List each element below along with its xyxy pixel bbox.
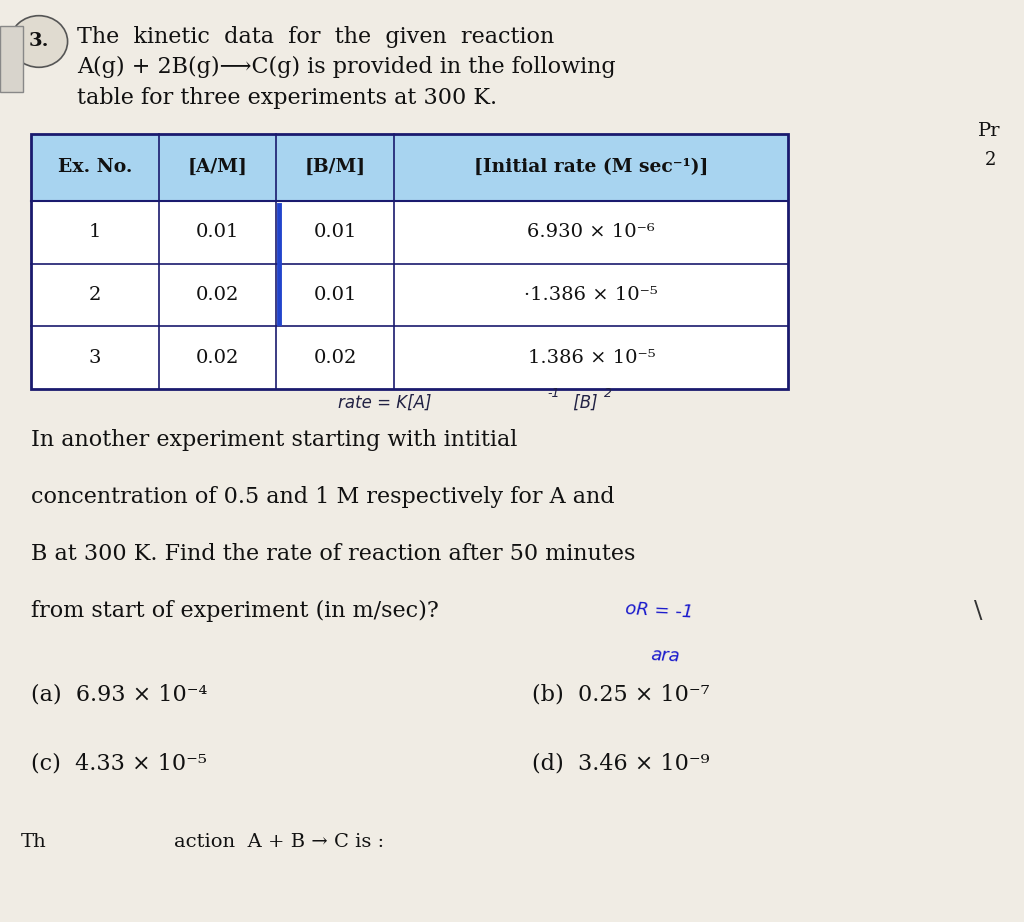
Text: 1: 1 (88, 223, 101, 242)
Text: 2: 2 (88, 286, 101, 304)
Text: \: \ (974, 600, 982, 622)
Text: 0.01: 0.01 (313, 286, 357, 304)
Text: The  kinetic  data  for  the  given  reaction: The kinetic data for the given reaction (77, 26, 554, 48)
Text: 0.01: 0.01 (196, 223, 240, 242)
Text: oR = -1: oR = -1 (625, 600, 693, 622)
Circle shape (10, 16, 68, 67)
Text: -1: -1 (548, 387, 560, 400)
Text: Ex. No.: Ex. No. (57, 159, 132, 176)
Text: [Initial rate (M sec⁻¹)]: [Initial rate (M sec⁻¹)] (474, 159, 709, 176)
Text: (d)  3.46 × 10⁻⁹: (d) 3.46 × 10⁻⁹ (532, 752, 710, 774)
Text: 2: 2 (985, 150, 996, 169)
Text: ·1.386 × 10⁻⁵: ·1.386 × 10⁻⁵ (524, 286, 658, 304)
Text: 1.386 × 10⁻⁵: 1.386 × 10⁻⁵ (527, 349, 655, 367)
Text: [B/M]: [B/M] (305, 159, 366, 176)
Bar (31, 201, 788, 264)
Text: 0.02: 0.02 (196, 349, 240, 367)
Text: (c)  4.33 × 10⁻⁵: (c) 4.33 × 10⁻⁵ (31, 752, 207, 774)
Bar (31, 326, 788, 389)
Text: concentration of 0.5 and 1 M respectively for A and: concentration of 0.5 and 1 M respectivel… (31, 486, 614, 508)
Text: 0.02: 0.02 (196, 286, 240, 304)
Text: Pr: Pr (978, 122, 1000, 140)
Text: (b)  0.25 × 10⁻⁷: (b) 0.25 × 10⁻⁷ (532, 683, 710, 705)
Bar (31, 134, 788, 389)
Text: table for three experiments at 300 K.: table for three experiments at 300 K. (77, 87, 497, 109)
Bar (0, 26, 23, 92)
Text: In another experiment starting with intitial: In another experiment starting with inti… (31, 429, 517, 451)
Text: rate = K[A]: rate = K[A] (338, 394, 431, 412)
Text: 3: 3 (88, 349, 101, 367)
Text: 6.930 × 10⁻⁶: 6.930 × 10⁻⁶ (527, 223, 655, 242)
Text: Th: Th (20, 833, 46, 851)
Text: 0.02: 0.02 (313, 349, 357, 367)
Bar (31, 264, 788, 326)
Text: 2: 2 (604, 387, 612, 400)
Text: A(g) + 2B(g)⟶C(g) is provided in the following: A(g) + 2B(g)⟶C(g) is provided in the fol… (77, 56, 615, 78)
Bar (31, 134, 788, 201)
Text: B at 300 K. Find the rate of reaction after 50 minutes: B at 300 K. Find the rate of reaction af… (31, 543, 635, 565)
Text: [A/M]: [A/M] (187, 159, 248, 176)
Text: 0.01: 0.01 (313, 223, 357, 242)
Text: from start of experiment (in m/sec)?: from start of experiment (in m/sec)? (31, 600, 438, 622)
Text: ara: ara (650, 645, 681, 666)
Text: action  A + B → C is :: action A + B → C is : (174, 833, 384, 851)
Text: [B]: [B] (568, 394, 598, 412)
Text: 3.: 3. (29, 32, 49, 51)
Text: (a)  6.93 × 10⁻⁴: (a) 6.93 × 10⁻⁴ (31, 683, 207, 705)
